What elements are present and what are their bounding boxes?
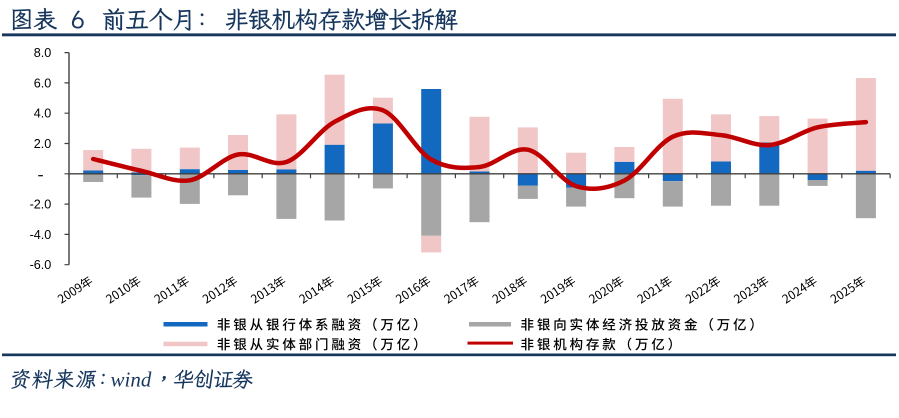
svg-text:-6.0: -6.0 [30,258,52,272]
svg-text:4.0: 4.0 [34,107,52,121]
svg-text:6.0: 6.0 [34,76,52,90]
svg-text:-4.0: -4.0 [30,228,52,242]
svg-text:wind: wind [111,368,152,392]
svg-text:-2.0: -2.0 [30,198,52,212]
svg-text:2.0: 2.0 [34,137,52,151]
svg-text:8.0: 8.0 [34,46,52,60]
